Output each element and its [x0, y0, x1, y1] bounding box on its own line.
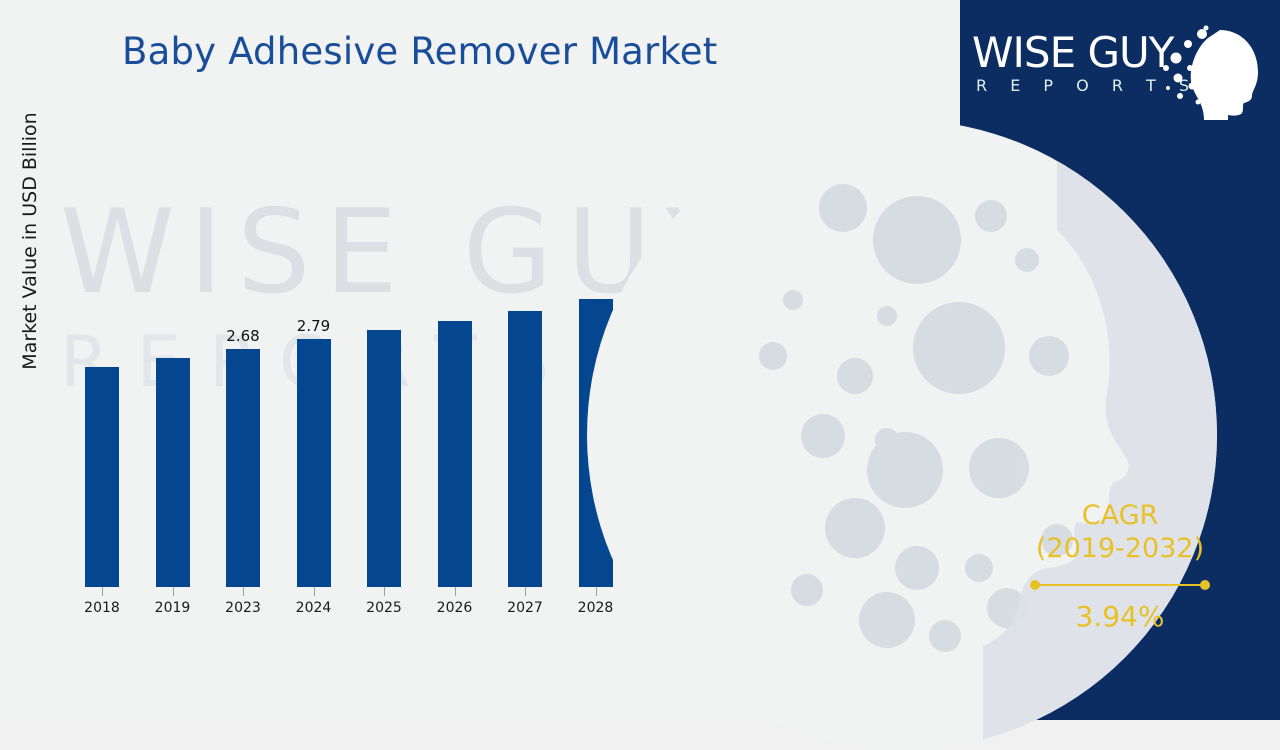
cagr-divider — [1030, 579, 1210, 590]
cagr-range: (2019-2032) — [1035, 532, 1205, 564]
x-tick-2027 — [525, 587, 526, 596]
x-tick-label-2025: 2025 — [366, 600, 402, 616]
logo-wordmark: WISE GUY — [972, 28, 1174, 77]
cagr-value: 3.94% — [1075, 599, 1165, 633]
bar-2018 — [85, 366, 119, 587]
x-tick-label-2026: 2026 — [436, 600, 473, 616]
bar-value-label-2023: 2.68 — [226, 326, 260, 345]
x-tick-2024 — [313, 587, 315, 596]
logo-subtext: R E P O R T S — [976, 76, 1199, 95]
bar-2027 — [508, 310, 542, 587]
wiseguy-reports-logo: WISE GUY R E P O R T S — [962, 24, 1262, 120]
divider-dot-left — [1030, 579, 1040, 590]
x-tick-label-2028: 2028 — [577, 600, 614, 616]
x-tick-2018 — [102, 587, 103, 596]
dotted-brain-pattern-icon — [759, 120, 1217, 750]
x-tick-label-2018: 2018 — [84, 600, 120, 616]
cagr-block: CAGR (2019-2032) 3.94% — [960, 500, 1280, 633]
x-tick-2026 — [454, 587, 456, 596]
bar-chart-plot-area: 2018 2019 2.68 2023 2.79 2024 2025 2026 2027 2028… — [84, 227, 895, 616]
bar-value-label-2024: 2.79 — [296, 317, 331, 336]
x-tick-label-2019: 2019 — [154, 600, 191, 616]
cagr-title: CAGR — [1081, 500, 1159, 531]
x-tick-2028 — [595, 587, 597, 596]
bar-2024 — [296, 339, 331, 587]
bar-2026 — [437, 321, 472, 587]
divider-dot-right — [1200, 579, 1210, 590]
x-tick-label-2027: 2027 — [507, 600, 543, 616]
x-tick-2019 — [172, 587, 174, 596]
dotted-head-profile-icon — [1163, 25, 1258, 120]
decorative-white-circle — [587, 120, 1217, 750]
x-tick-label-2024: 2024 — [295, 600, 332, 616]
bar-2023 — [226, 348, 260, 587]
x-tick-2025 — [384, 587, 385, 596]
bar-2019 — [155, 357, 190, 587]
x-tick-2023 — [243, 587, 244, 596]
divider-line — [1036, 583, 1204, 586]
x-tick-label-2023: 2023 — [225, 600, 261, 616]
page-title: Baby Adhesive Remover Market — [122, 30, 718, 73]
bar-2025 — [367, 330, 401, 587]
